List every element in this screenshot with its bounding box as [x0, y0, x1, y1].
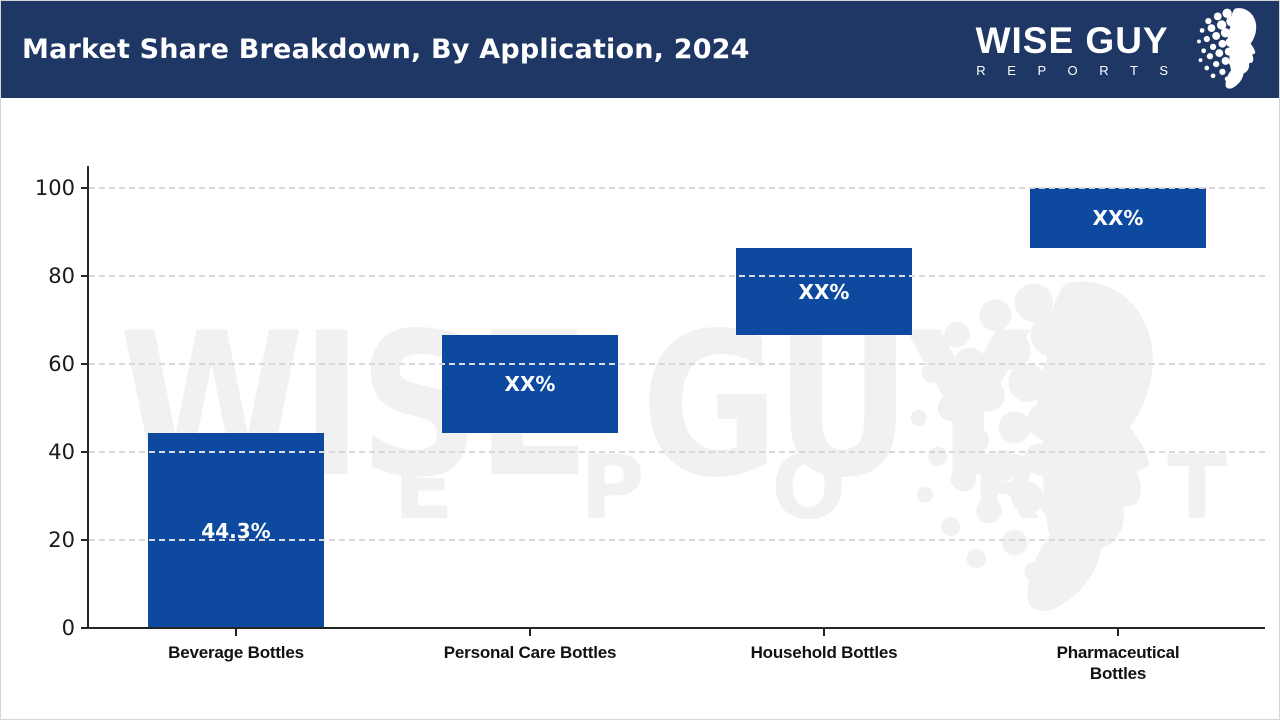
- y-tick-label: 0: [61, 616, 75, 640]
- y-tick-label: 60: [48, 352, 75, 376]
- bar-segment: [1030, 188, 1206, 248]
- y-tick-label: 20: [48, 528, 75, 552]
- logo-text: WISE GUY R E P O R T S: [967, 22, 1177, 78]
- x-category-label: Personal Care Bottles: [443, 643, 617, 662]
- x-category-label: Household Bottles: [750, 643, 898, 662]
- x-tick-mark: [235, 628, 237, 636]
- bar-value-label: XX%: [504, 372, 556, 397]
- gridline: [89, 275, 1265, 277]
- y-tick-mark: [81, 451, 89, 453]
- y-tick-mark: [81, 187, 89, 189]
- gridline: [89, 451, 1265, 453]
- y-tick-label: 80: [48, 264, 75, 288]
- wise-guy-logo: WISE GUY R E P O R T S: [967, 7, 1279, 93]
- x-tick-mark: [1117, 628, 1119, 636]
- x-tick-mark: [529, 628, 531, 636]
- x-category-label: Beverage Bottles: [168, 643, 304, 662]
- bar-value-label: 44.3%: [201, 518, 271, 543]
- y-tick-label: 40: [48, 440, 75, 464]
- page-title: Market Share Breakdown, By Application, …: [22, 34, 750, 65]
- y-tick-mark: [81, 627, 89, 629]
- x-tick-mark: [823, 628, 825, 636]
- chart-area: WISE GUY R E P O R T S 02040608010044.3%…: [1, 98, 1279, 719]
- y-tick-mark: [81, 363, 89, 365]
- y-tick-mark: [81, 539, 89, 541]
- logo-head-icon: [1197, 7, 1257, 89]
- gridline: [89, 539, 1265, 541]
- logo-subtitle: R E P O R T S: [976, 62, 1177, 78]
- bar-segment: [442, 335, 618, 434]
- bar-segment: [736, 247, 912, 336]
- logo-wordmark: WISE GUY: [975, 19, 1169, 61]
- bar-value-label: XX%: [798, 279, 850, 304]
- y-tick-mark: [81, 275, 89, 277]
- gridline: [89, 363, 1265, 365]
- gridline: [89, 187, 1265, 189]
- x-category-label: Pharmaceutical Bottles: [1056, 643, 1180, 684]
- x-axis-line: [87, 627, 1265, 629]
- bar-value-label: XX%: [1092, 205, 1144, 230]
- bar-segment: [148, 433, 324, 628]
- y-axis-line: [87, 166, 89, 628]
- y-tick-label: 100: [34, 176, 75, 200]
- header-bar: Market Share Breakdown, By Application, …: [1, 1, 1279, 98]
